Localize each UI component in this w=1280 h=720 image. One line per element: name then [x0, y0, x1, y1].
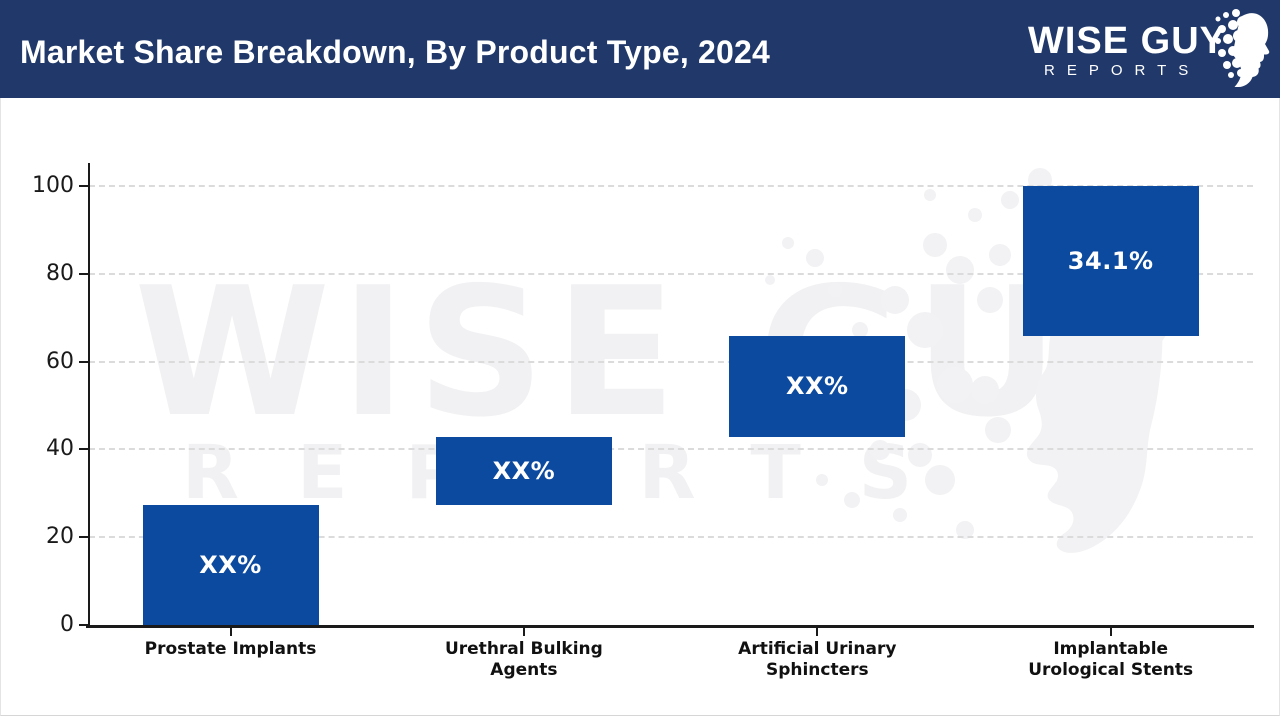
- y-axis-line: [88, 163, 90, 625]
- bar-value-label: XX%: [492, 456, 556, 485]
- y-tick-mark: [79, 448, 89, 451]
- category-label: Prostate Implants: [144, 639, 317, 659]
- x-tick-mark: [229, 628, 232, 636]
- y-tick-label-60: 60: [46, 348, 74, 374]
- bar-value-label: XX%: [199, 550, 262, 579]
- bar-value-label: 34.1%: [1067, 246, 1154, 275]
- y-tick-mark: [79, 272, 89, 275]
- logo-subtitle: REPORTS: [1044, 62, 1201, 79]
- gridline-100: [89, 185, 1253, 187]
- gridline-80: [89, 272, 1253, 275]
- x-tick-mark: [1109, 628, 1112, 636]
- wiseguy-logo: WISE GUY REPORTS: [1028, 6, 1270, 92]
- page-title: Market Share Breakdown, By Product Type,…: [20, 33, 770, 70]
- gridline-60: [89, 360, 1253, 363]
- category-label: Urethral Bulking Agents: [444, 639, 603, 680]
- gridline-20: [89, 536, 1253, 539]
- bar-segment: XX%: [435, 436, 612, 505]
- y-tick-mark: [79, 536, 89, 539]
- bar-value-label: XX%: [786, 372, 849, 401]
- category-label: Implantable Urological Stents: [1028, 639, 1194, 680]
- logo-wordmark: WISE GUY: [1028, 20, 1227, 62]
- x-tick-mark: [522, 628, 525, 636]
- y-tick-label-100: 100: [32, 173, 74, 198]
- watermark-wordmark: WISE GUY: [134, 249, 1208, 456]
- logo-face-icon: [1215, 9, 1270, 87]
- header: Market Share Breakdown, By Product Type,…: [0, 0, 1280, 98]
- y-tick-mark: [79, 624, 89, 626]
- bar-segment: XX%: [142, 504, 319, 625]
- y-tick-label-40: 40: [46, 436, 74, 462]
- gridline-40: [89, 448, 1253, 451]
- x-axis-line: [86, 625, 1254, 628]
- y-tick-label-0: 0: [60, 612, 74, 637]
- x-tick-mark: [816, 628, 819, 636]
- y-tick-label-20: 20: [46, 524, 74, 550]
- bar-segment: 34.1%: [1022, 186, 1199, 336]
- category-label: Artificial Urinary Sphincters: [738, 639, 897, 680]
- y-tick-mark: [79, 185, 89, 187]
- bar-segment: XX%: [729, 335, 906, 437]
- y-tick-label-80: 80: [46, 260, 74, 286]
- y-tick-mark: [79, 360, 89, 363]
